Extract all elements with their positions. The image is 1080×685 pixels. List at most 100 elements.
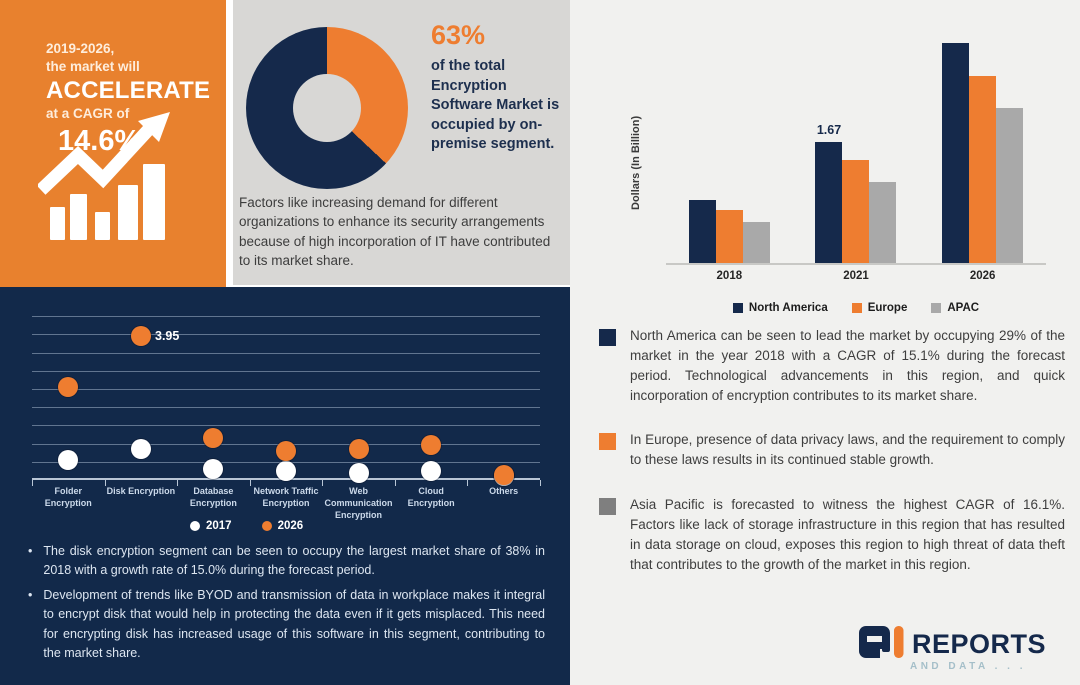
- donut-hole: [293, 74, 361, 142]
- bullet-marker: •: [28, 544, 33, 558]
- bar-apac: [742, 222, 770, 263]
- data-point-2026: [494, 465, 514, 485]
- bullet-item: • The disk encryption segment can be seen…: [28, 542, 545, 581]
- data-point-2026: [131, 326, 151, 346]
- gridline: [32, 334, 540, 335]
- gridline: [32, 425, 540, 426]
- axis-tick: [467, 480, 468, 486]
- dot-category-label: Web Communication Encryption: [324, 486, 393, 521]
- donut-chart: [246, 27, 408, 189]
- region-note-swatch: [599, 498, 616, 516]
- bar-chart-legend: North America Europe APAC: [666, 302, 1046, 314]
- logo-wordmark: REPORTS: [911, 629, 1046, 659]
- bar-x-axis-labels: 2018 2021 2026: [666, 270, 1046, 282]
- region-note-text: North America can be seen to lead the ma…: [630, 328, 1065, 403]
- data-point-2026: [203, 428, 223, 448]
- reports-and-data-logo: REPORTS AND DATA . . .: [858, 624, 1046, 672]
- disk-encryption-bullets: • The disk encryption segment can be seen…: [28, 542, 545, 668]
- donut-body-text: Factors like increasing demand for diffe…: [239, 195, 551, 268]
- dot-x-axis-labels: Folder Encryption Disk Encryption Database…: [32, 485, 540, 521]
- gridline: [32, 389, 540, 390]
- region-note-text: In Europe, presence of data privacy laws…: [630, 432, 1065, 468]
- dot-category-label: Others: [489, 486, 519, 496]
- chart-growth-icon: [36, 112, 188, 247]
- bar-group: [941, 43, 1025, 263]
- data-point-2017: [421, 461, 441, 481]
- axis-tick: [105, 480, 106, 486]
- dot-plot-area: 3.95: [32, 287, 541, 486]
- bar-north-america: 1.67: [815, 123, 843, 263]
- data-point-2026: [349, 439, 369, 459]
- legend-label: 2017: [206, 520, 232, 532]
- donut-stat-value: 63%: [431, 20, 486, 50]
- logo-tagline: AND DATA . . .: [909, 661, 1026, 672]
- dot-category-label: Network Traffic Encryption: [253, 486, 319, 509]
- region-note-swatch: [599, 329, 616, 346]
- card-line2: the market will: [46, 59, 140, 75]
- legend-swatch: [732, 303, 743, 313]
- region-notes: North America can be seen to lead the ma…: [599, 326, 1065, 574]
- donut-stat-caption: of the total Encryption Software Market …: [431, 58, 560, 153]
- legend-label: North America: [748, 302, 828, 314]
- axis-tick: [32, 480, 33, 486]
- dot-chart-legend: 2017 2026: [190, 520, 303, 532]
- data-point-2017: [349, 463, 369, 483]
- legend-swatch: [261, 521, 272, 531]
- bar-group: 1.67: [814, 123, 898, 263]
- bar-apac: [869, 182, 897, 263]
- legend-swatch: [851, 303, 862, 313]
- data-point-2026: [276, 441, 296, 461]
- legend-item: 2017: [190, 520, 232, 532]
- region-note-apac: Asia Pacific is forecasted to witness th…: [599, 495, 1065, 574]
- gridline: [32, 353, 540, 354]
- data-point-2026: [421, 435, 441, 455]
- legend-label: Europe: [867, 302, 908, 314]
- legend-item: 2026: [261, 520, 303, 532]
- legend-item: APAC: [931, 302, 979, 314]
- legend-item: Europe: [851, 302, 908, 314]
- bar-category-label: 2026: [969, 270, 996, 282]
- dot-category-label: Cloud Encryption: [407, 486, 455, 509]
- legend-item: North America: [732, 302, 828, 314]
- donut-panel: 63% of the total Encryption Software Mar…: [233, 0, 570, 285]
- card-period: 2019-2026,: [46, 41, 115, 56]
- data-point-2017: [58, 450, 78, 470]
- data-point-2026: [58, 377, 78, 397]
- bar-europe: [969, 76, 997, 263]
- legend-swatch: [931, 303, 942, 313]
- bullet-marker: •: [28, 587, 33, 602]
- gridline: [32, 316, 540, 317]
- dot-value-label: 3.95: [155, 329, 180, 343]
- bullet-text: The disk encryption segment can be seen …: [43, 544, 545, 578]
- gridline: [32, 407, 540, 408]
- axis-tick: [322, 480, 323, 486]
- dot-category-label: Folder Encryption: [44, 486, 92, 509]
- gridline: [32, 371, 540, 372]
- data-point-2017: [131, 439, 151, 459]
- dot-category-label: Database Encryption: [189, 486, 237, 509]
- bar-north-america: [688, 200, 716, 263]
- axis-tick: [395, 480, 396, 486]
- region-note-europe: In Europe, presence of data privacy laws…: [599, 430, 1065, 470]
- dot-category-label: Disk Encryption: [106, 486, 176, 496]
- bullet-text: Development of trends like BYOD and tran…: [43, 587, 545, 660]
- bar-plot-area: 1.67: [666, 31, 1046, 265]
- bar-category-label: 2021: [843, 270, 869, 282]
- region-note-text: Asia Pacific is forecasted to witness th…: [630, 497, 1065, 572]
- card-line4: at a CAGR of: [46, 106, 130, 122]
- dot-chart-panel: 3.95 Folder Encryption Disk Encryption Dat…: [0, 287, 570, 685]
- accelerate-card: 2019-2026, the market will ACCELERATE at…: [0, 0, 226, 287]
- data-point-2017: [276, 461, 296, 481]
- card-headline: ACCELERATE: [46, 77, 211, 105]
- region-note-north-america: North America can be seen to lead the ma…: [599, 326, 1065, 405]
- data-point-2017: [203, 459, 223, 479]
- legend-swatch: [190, 521, 200, 531]
- bullet-item: • Development of trends like BYOD and tra…: [28, 586, 545, 664]
- regional-bar-chart: Dollars (In Billion) 1.67 2018 2021 2026 N…: [600, 18, 1062, 323]
- axis-tick: [250, 480, 251, 486]
- region-note-swatch: [599, 433, 616, 451]
- bar-chart-y-axis-label: Dollars (In Billion): [630, 115, 642, 211]
- axis-tick: [540, 480, 541, 486]
- legend-label: APAC: [947, 302, 980, 314]
- bar-apac: [996, 108, 1024, 263]
